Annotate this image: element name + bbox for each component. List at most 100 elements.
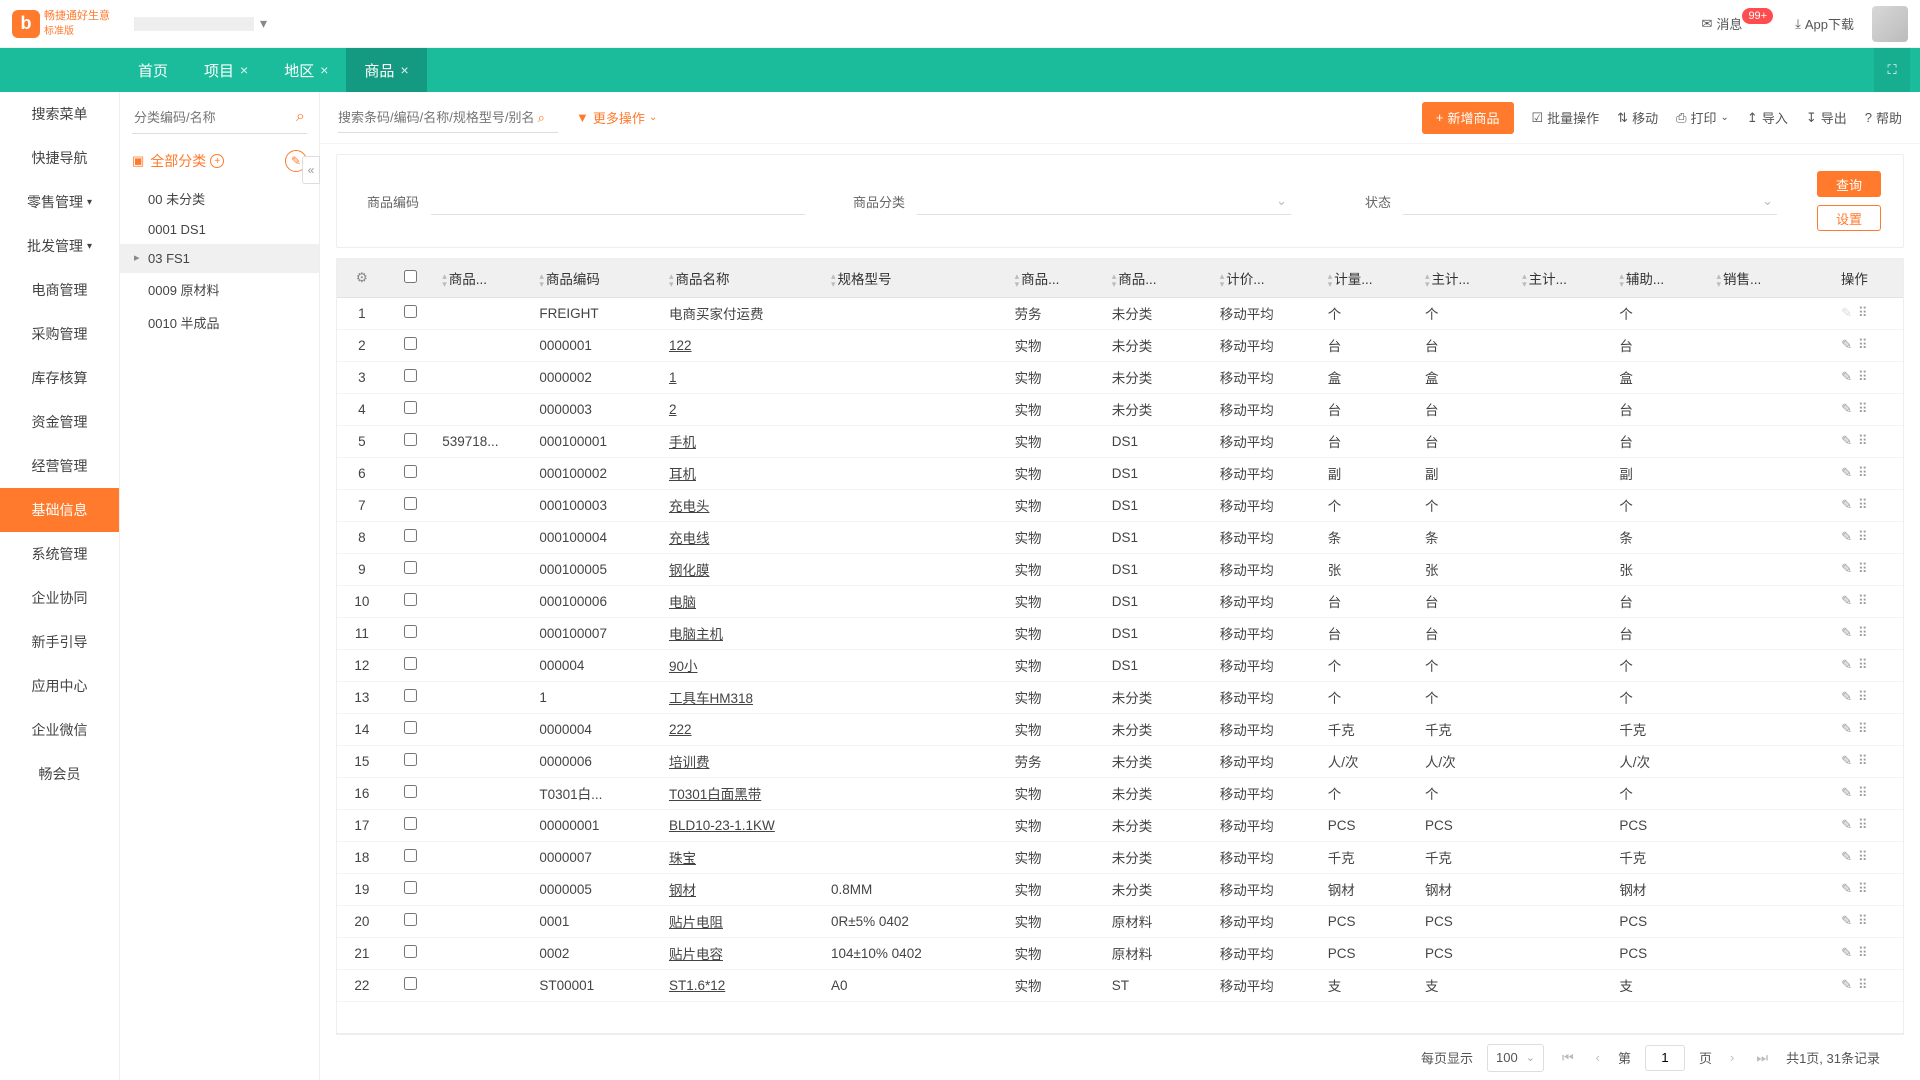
settings-button[interactable]: 设置: [1817, 205, 1881, 231]
edit-row-icon[interactable]: ✎: [1841, 337, 1852, 352]
more-row-icon[interactable]: ⠿: [1858, 465, 1868, 480]
fullscreen-button[interactable]: ⛶: [1874, 48, 1910, 92]
sidebar-item-基础信息[interactable]: 基础信息: [0, 488, 119, 532]
per-page-select[interactable]: 100 ⌄: [1487, 1044, 1544, 1072]
more-row-icon[interactable]: ⠿: [1858, 913, 1868, 928]
row-checkbox[interactable]: [404, 849, 417, 862]
sidebar-item-新手引导[interactable]: 新手引导: [0, 620, 119, 664]
avatar[interactable]: [1872, 6, 1908, 42]
edit-row-icon[interactable]: ✎: [1841, 913, 1852, 928]
sidebar-item-企业协同[interactable]: 企业协同: [0, 576, 119, 620]
row-checkbox[interactable]: [404, 593, 417, 606]
product-name-link[interactable]: 充电头: [669, 499, 710, 514]
collapse-panel-button[interactable]: «: [302, 156, 320, 184]
sidebar-item-资金管理[interactable]: 资金管理: [0, 400, 119, 444]
product-name-link[interactable]: 工具车HM318: [669, 691, 753, 706]
new-product-button[interactable]: + 新增商品: [1422, 102, 1514, 134]
page-input[interactable]: [1645, 1045, 1685, 1071]
edit-row-icon[interactable]: ✎: [1841, 529, 1852, 544]
column-header[interactable]: ▴▾主计...: [1514, 259, 1611, 297]
category-item[interactable]: 0001 DS1: [120, 215, 319, 244]
product-name-link[interactable]: 贴片电阻: [669, 915, 723, 930]
product-name-link[interactable]: 充电线: [669, 531, 710, 546]
settings-column-header[interactable]: ⚙: [337, 259, 387, 297]
product-name-link[interactable]: 贴片电容: [669, 947, 723, 962]
row-checkbox[interactable]: [404, 433, 417, 446]
product-name-link[interactable]: BLD10-23-1.1KW: [669, 818, 775, 833]
column-header[interactable]: ▴▾商品...: [1007, 259, 1104, 297]
search-icon[interactable]: ⌕: [538, 110, 545, 125]
row-checkbox[interactable]: [404, 657, 417, 670]
more-row-icon[interactable]: ⠿: [1858, 977, 1868, 992]
product-search-input[interactable]: [338, 103, 558, 133]
edit-row-icon[interactable]: ✎: [1841, 401, 1852, 416]
row-checkbox[interactable]: [404, 945, 417, 958]
last-page-button[interactable]: ⏭: [1752, 1050, 1772, 1066]
product-name-link[interactable]: T0301白面黑带: [669, 787, 761, 802]
more-row-icon[interactable]: ⠿: [1858, 401, 1868, 416]
row-checkbox[interactable]: [404, 561, 417, 574]
batch-action-link[interactable]: ☑批量操作: [1532, 108, 1600, 127]
product-name-link[interactable]: 电脑: [669, 595, 696, 610]
product-name-link[interactable]: ST1.6*12: [669, 978, 725, 993]
edit-row-icon[interactable]: ✎: [1841, 369, 1852, 384]
sidebar-item-库存核算[interactable]: 库存核算: [0, 356, 119, 400]
product-name-link[interactable]: 222: [669, 722, 692, 737]
product-name-link[interactable]: 1: [669, 370, 677, 385]
row-checkbox[interactable]: [404, 497, 417, 510]
edit-row-icon[interactable]: ✎: [1841, 497, 1852, 512]
row-checkbox[interactable]: [404, 881, 417, 894]
more-row-icon[interactable]: ⠿: [1858, 561, 1868, 576]
sidebar-item-系统管理[interactable]: 系统管理: [0, 532, 119, 576]
column-header[interactable]: ▴▾计价...: [1212, 259, 1320, 297]
product-name-link[interactable]: 手机: [669, 435, 696, 450]
first-page-button[interactable]: ⏮: [1558, 1050, 1578, 1066]
edit-row-icon[interactable]: ✎: [1841, 753, 1852, 768]
company-selector[interactable]: ▾: [134, 15, 267, 32]
more-row-icon[interactable]: ⠿: [1858, 721, 1868, 736]
row-checkbox[interactable]: [404, 305, 417, 318]
category-item[interactable]: 00 未分类: [120, 182, 319, 215]
next-page-button[interactable]: ›: [1726, 1050, 1738, 1065]
sidebar-item-经营管理[interactable]: 经营管理: [0, 444, 119, 488]
edit-row-icon[interactable]: ✎: [1841, 689, 1852, 704]
row-checkbox[interactable]: [404, 785, 417, 798]
column-header[interactable]: ▴▾商品...: [1104, 259, 1212, 297]
edit-row-icon[interactable]: ✎: [1841, 721, 1852, 736]
more-row-icon[interactable]: ⠿: [1858, 337, 1868, 352]
sidebar-item-应用中心[interactable]: 应用中心: [0, 664, 119, 708]
help-link[interactable]: ?帮助: [1865, 108, 1902, 127]
category-search-input[interactable]: [132, 102, 307, 134]
edit-row-icon[interactable]: ✎: [1841, 881, 1852, 896]
column-header[interactable]: ▴▾销售...: [1709, 259, 1806, 297]
sidebar-item-畅会员[interactable]: 畅会员: [0, 752, 119, 796]
all-categories-link[interactable]: 全部分类 +: [150, 151, 224, 171]
select-all-checkbox[interactable]: [404, 270, 417, 283]
row-checkbox[interactable]: [404, 337, 417, 350]
row-checkbox[interactable]: [404, 721, 417, 734]
move-link[interactable]: ⇅移动: [1617, 108, 1658, 127]
column-header[interactable]: ▴▾商品编码: [531, 259, 661, 297]
more-row-icon[interactable]: ⠿: [1858, 945, 1868, 960]
messages-link[interactable]: ✉ 消息 99+: [1702, 14, 1778, 33]
sidebar-item-批发管理[interactable]: 批发管理▾: [0, 224, 119, 268]
print-dropdown[interactable]: ⎙打印⌄: [1676, 108, 1729, 127]
app-download-link[interactable]: ⤓ App下载: [1795, 14, 1854, 33]
edit-row-icon[interactable]: ✎: [1841, 945, 1852, 960]
sidebar-item-电商管理[interactable]: 电商管理: [0, 268, 119, 312]
close-icon[interactable]: ×: [240, 62, 248, 78]
category-item[interactable]: 03 FS1: [120, 244, 319, 273]
product-name-link[interactable]: 90小: [669, 659, 698, 674]
filter-status-select[interactable]: ⌄: [1403, 187, 1777, 215]
row-checkbox[interactable]: [404, 817, 417, 830]
column-header[interactable]: ▴▾计量...: [1320, 259, 1417, 297]
more-row-icon[interactable]: ⠿: [1858, 785, 1868, 800]
product-name-link[interactable]: 培训费: [669, 755, 710, 770]
row-checkbox[interactable]: [404, 529, 417, 542]
edit-row-icon[interactable]: ✎: [1841, 465, 1852, 480]
product-name-link[interactable]: 钢材: [669, 883, 696, 898]
more-row-icon[interactable]: ⠿: [1858, 689, 1868, 704]
sidebar-item-搜索菜单[interactable]: 搜索菜单: [0, 92, 119, 136]
sidebar-item-快捷导航[interactable]: 快捷导航: [0, 136, 119, 180]
more-row-icon[interactable]: ⠿: [1858, 625, 1868, 640]
